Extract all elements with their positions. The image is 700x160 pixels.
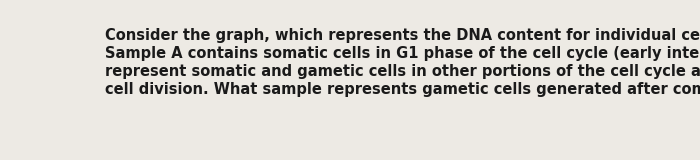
Text: Sample A contains somatic cells in G1 phase of the cell cycle (early interphase): Sample A contains somatic cells in G1 ph… <box>105 46 700 61</box>
Text: Consider the graph, which represents the DNA content for individual cells in a d: Consider the graph, which represents the… <box>105 28 700 43</box>
Text: cell division. What sample represents gametic cells generated after completion o: cell division. What sample represents ga… <box>105 82 700 97</box>
Text: represent somatic and gametic cells in other portions of the cell cycle and duri: represent somatic and gametic cells in o… <box>105 64 700 79</box>
